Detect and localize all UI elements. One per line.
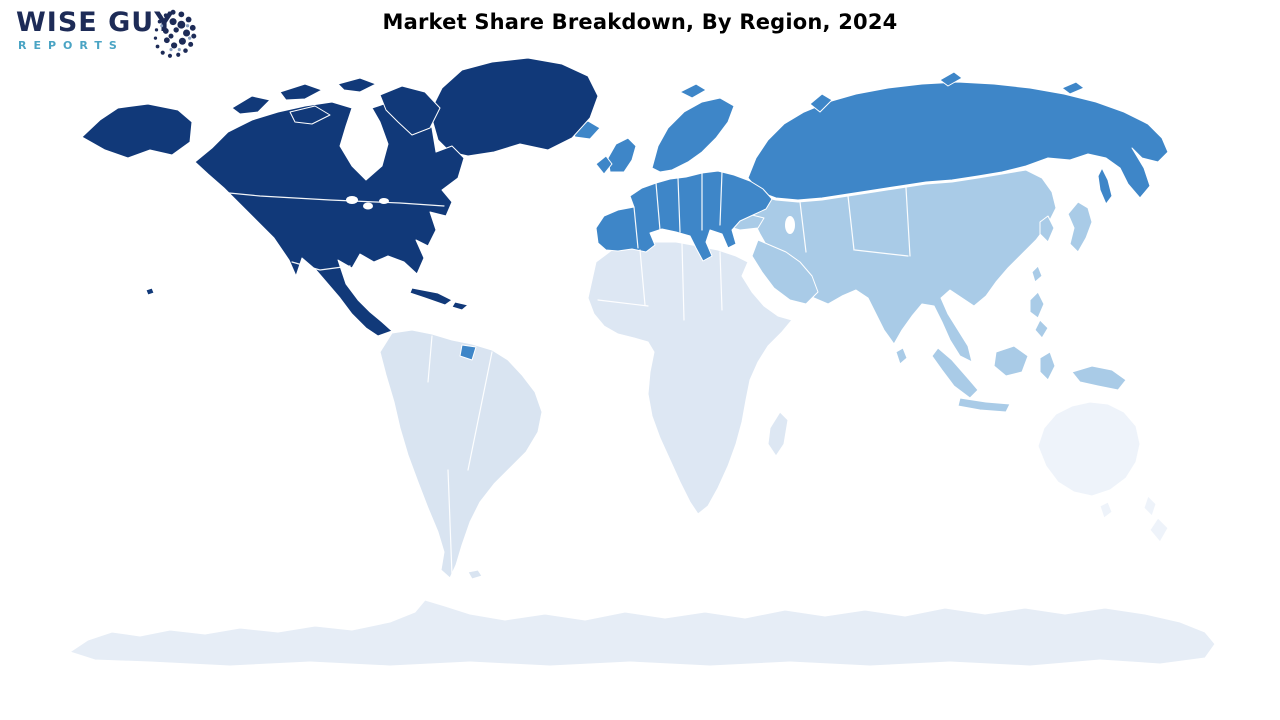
region-north-america [81, 57, 599, 337]
lake-great-lakes-1 [346, 196, 358, 204]
landmass-asia-mainland [749, 169, 1057, 363]
border-us-canada [197, 189, 445, 207]
island-severnaya-zemlya [939, 71, 963, 87]
region-antarctica [69, 599, 1216, 667]
island-hispaniola [451, 301, 469, 311]
island-hawaii [145, 287, 155, 296]
island-arctic-3 [337, 77, 377, 93]
border-asia-4 [854, 249, 909, 257]
region-asia [725, 169, 1127, 413]
border-europe-5 [719, 171, 723, 226]
lake-caspian [785, 216, 795, 234]
island-arctic-2 [279, 83, 323, 101]
landmass-arabian-peninsula [751, 239, 819, 305]
region-africa [587, 241, 793, 515]
region-south-america [379, 329, 543, 580]
landmass-korea [1039, 215, 1055, 243]
island-ireland [595, 155, 613, 175]
landmass-europe-mainland [595, 170, 773, 262]
border-africa-3 [719, 251, 723, 311]
island-baffin [379, 85, 441, 136]
border-asia-1 [799, 201, 807, 253]
island-taiwan [1031, 265, 1043, 283]
island-new-guinea [1071, 365, 1127, 391]
landmass-australia [1037, 401, 1141, 497]
border-africa-1 [639, 249, 646, 306]
island-sumatra [931, 347, 979, 399]
border-asia-3 [905, 187, 911, 257]
border-europe-1 [633, 206, 639, 249]
border-asia-2 [847, 195, 855, 251]
chart-title: Market Share Breakdown, By Region, 2024 [382, 10, 898, 34]
island-madagascar [767, 411, 789, 457]
dotted-head-icon [153, 9, 197, 58]
border-europe-3 [677, 177, 681, 233]
territory-french-guiana [459, 344, 477, 361]
border-africa-2 [681, 243, 685, 321]
island-philippines [1029, 291, 1045, 319]
island-svalbard [679, 83, 707, 99]
island-sulawesi [1039, 351, 1056, 381]
landmass-greenland [429, 57, 599, 157]
island-victoria [289, 105, 331, 125]
island-new-zealand-north [1143, 495, 1157, 517]
border-us-mexico [291, 261, 351, 271]
brand-name: WISE GUY [16, 7, 175, 38]
island-java [957, 397, 1011, 413]
lake-great-lakes-2 [363, 202, 373, 210]
region-oceania [1037, 401, 1169, 543]
landmass-scandinavia [651, 97, 735, 173]
island-tasmania [1099, 501, 1113, 519]
landmass-south-america [379, 329, 543, 579]
border-south-america-1 [427, 335, 433, 383]
landmass-north-america-mainland [194, 99, 465, 337]
brand-logo: WISE GUY REPORTS [16, 8, 246, 74]
landmass-africa [587, 241, 793, 515]
island-falklands [467, 569, 483, 580]
island-new-zealand-south [1149, 517, 1169, 543]
landmass-russia [747, 81, 1169, 201]
island-cuba [409, 287, 453, 306]
landmass-antarctica [69, 599, 1216, 667]
lake-great-lakes-3 [379, 198, 389, 204]
border-africa-4 [597, 299, 649, 307]
brand-subtitle: REPORTS [18, 38, 124, 52]
country-borders [197, 171, 911, 576]
island-sri-lanka [895, 347, 908, 365]
landmass-alaska [81, 103, 193, 159]
border-europe-2 [655, 182, 661, 231]
island-borneo [993, 345, 1029, 377]
island-great-britain [607, 137, 637, 173]
border-south-america-2 [467, 351, 493, 471]
island-philippines-south [1034, 319, 1049, 339]
inland-lakes [346, 196, 795, 234]
island-new-siberian [1061, 81, 1085, 95]
border-south-america-3 [447, 469, 453, 576]
island-japan [1067, 201, 1093, 253]
island-novaya-zemlya [809, 93, 833, 113]
island-arctic-1 [231, 95, 271, 115]
island-sakhalin [1097, 167, 1113, 205]
